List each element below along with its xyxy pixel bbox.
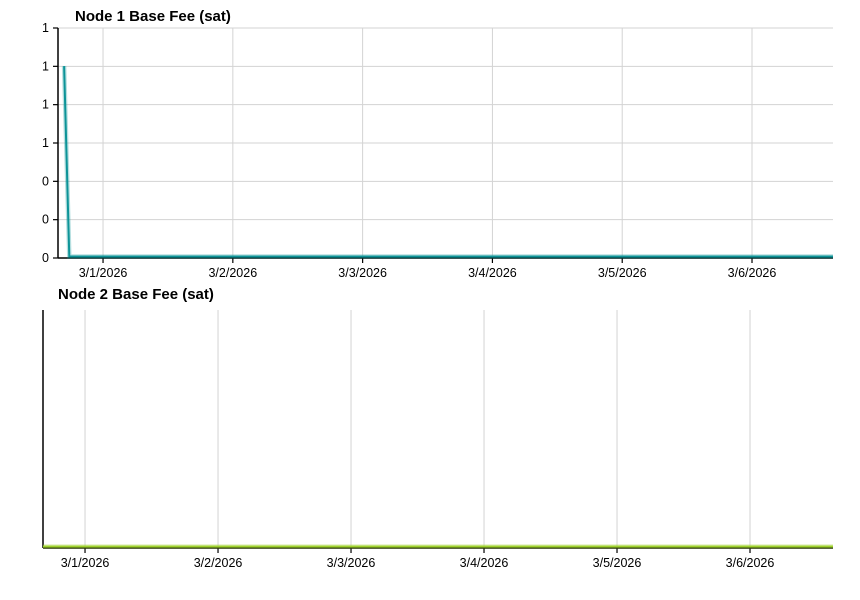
y-tick-label: 1: [42, 59, 49, 73]
y-tick-label: 0: [42, 174, 49, 188]
x-tick-label: 3/1/2026: [61, 556, 110, 570]
x-tick-label: 3/3/2026: [327, 556, 376, 570]
series-line: [63, 66, 833, 258]
x-tick-label: 3/2/2026: [208, 266, 257, 280]
x-tick-label: 3/4/2026: [468, 266, 517, 280]
x-tick-label: 3/5/2026: [593, 556, 642, 570]
x-tick-label: 3/2/2026: [194, 556, 243, 570]
x-tick-label: 3/3/2026: [338, 266, 387, 280]
x-tick-label: 3/6/2026: [728, 266, 777, 280]
y-tick-label: 1: [42, 21, 49, 35]
y-tick-label: 1: [42, 136, 49, 150]
chart-title-node1: Node 1 Base Fee (sat): [75, 8, 231, 25]
y-tick-label: 0: [42, 251, 49, 265]
x-tick-label: 3/1/2026: [79, 266, 128, 280]
series-line-halo: [61, 66, 833, 259]
x-tick-label: 3/5/2026: [598, 266, 647, 280]
x-tick-label: 3/6/2026: [726, 556, 775, 570]
y-tick-label: 0: [42, 213, 49, 227]
x-tick-label: 3/4/2026: [460, 556, 509, 570]
y-tick-label: 1: [42, 98, 49, 112]
chart-title-node2: Node 2 Base Fee (sat): [58, 286, 214, 303]
